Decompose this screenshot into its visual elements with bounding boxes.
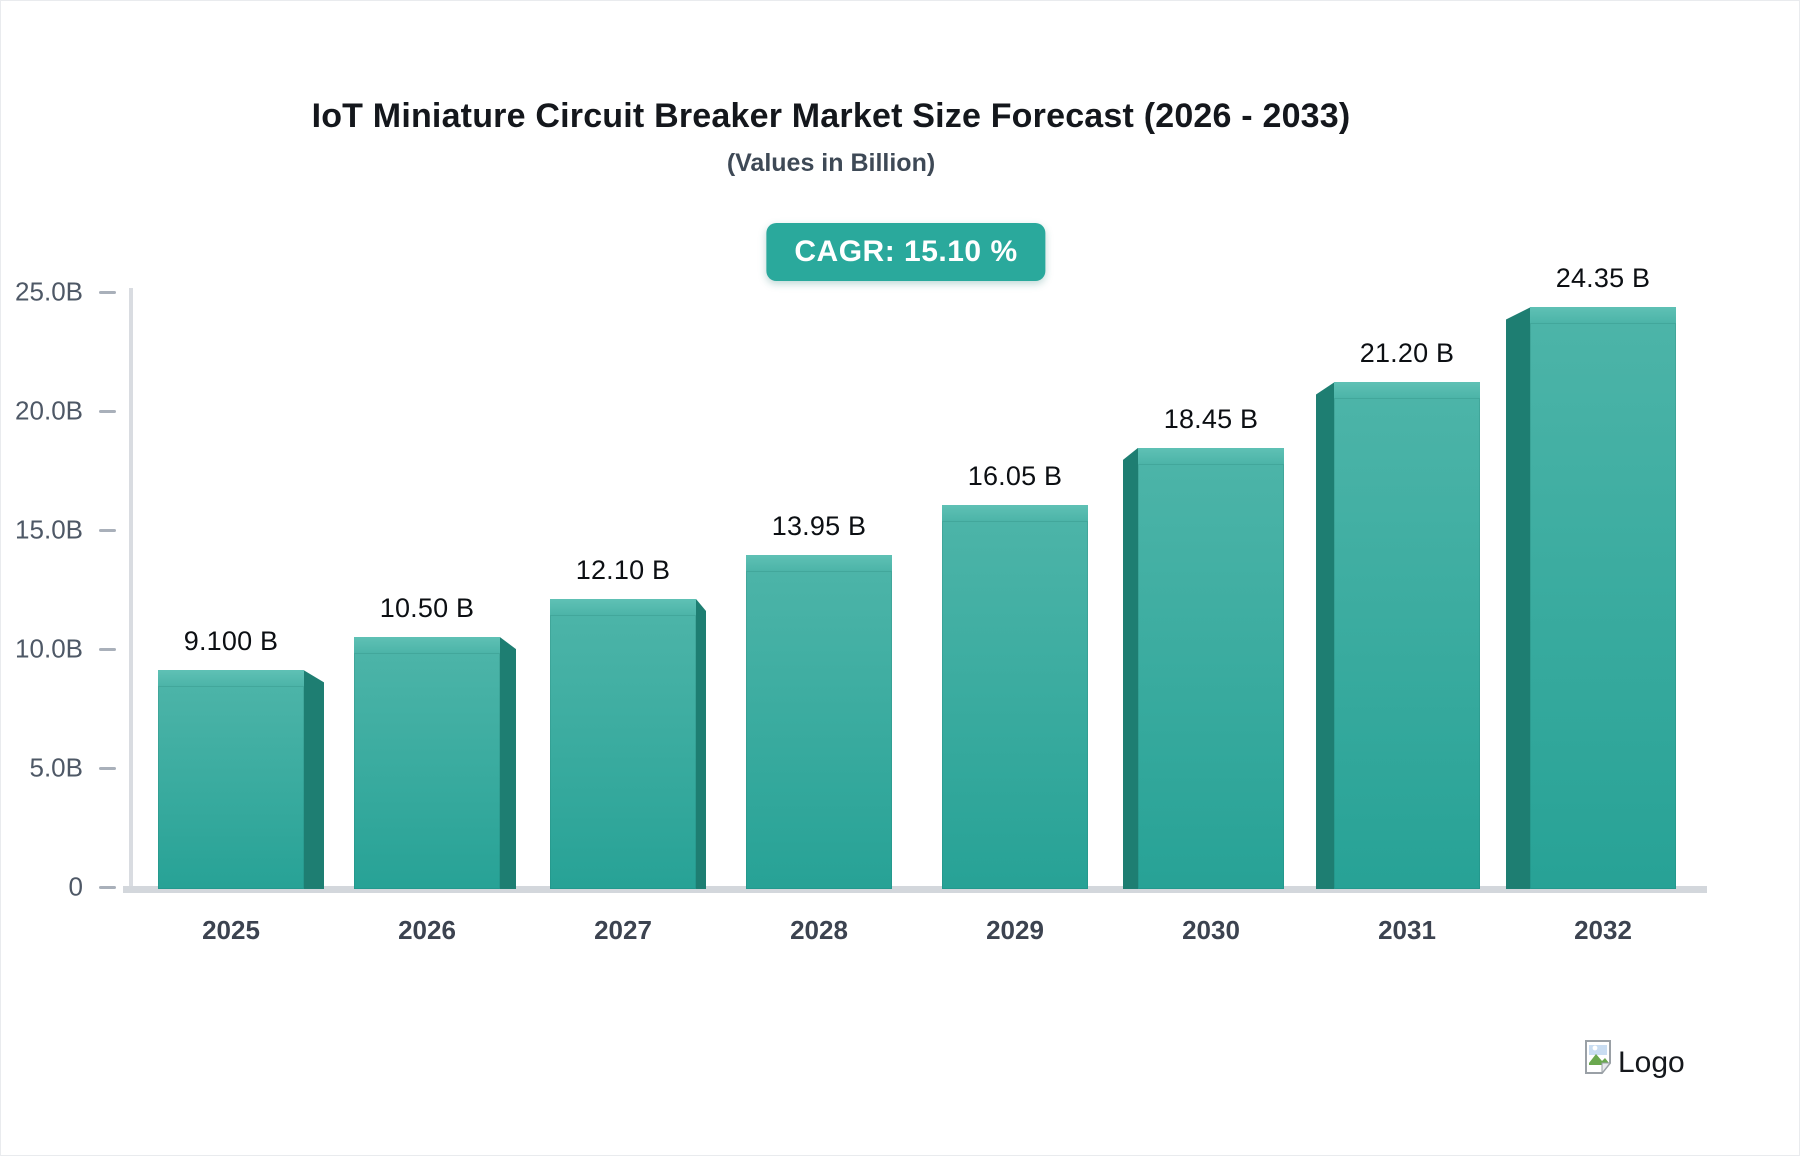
y-axis-tick [99,766,116,770]
logo: Logo [1584,1039,1685,1080]
bar-side-face-2025 [304,670,324,889]
bar-value-label: 9.100 B [183,626,279,657]
y-axis-line [129,288,133,893]
chart-subtitle: (Values in Billion) [726,149,936,177]
bar-2025 [158,686,304,889]
x-axis-label: 2032 [1574,915,1632,945]
broken-image-icon [1584,1039,1616,1080]
bar-2026 [354,653,500,889]
y-axis-label: 20.0B [15,395,83,426]
bar-value-label: 13.95 B [771,510,867,541]
y-axis-tick [99,647,116,651]
bar-top-face-2031 [1334,382,1480,399]
bar-side-face-2026 [500,637,516,889]
bar-value-label: 12.10 B [575,555,671,586]
bar-value-label: 16.05 B [967,461,1063,491]
bar-2031 [1334,398,1480,889]
bar-top-face-2032 [1530,307,1676,324]
bar-top-face-2030 [1138,447,1284,464]
bar-2027 [550,615,696,889]
bar-value-label: 21.20 B [1359,338,1455,369]
y-axis-tick [99,290,116,294]
x-axis-baseline [123,886,1707,893]
bar-top-face-2025 [158,670,304,687]
y-axis-label: 5.0B [29,752,84,783]
y-axis-label: 15.0B [15,514,83,545]
bar-value-label: 24.35 B [1555,263,1651,294]
bar-2032 [1530,323,1676,889]
bar-side-face-2027 [696,599,706,889]
x-axis-label: 2029 [986,915,1044,945]
y-axis-label: 0 [68,871,83,902]
x-axis-label: 2028 [790,915,848,945]
bar-value-label: 10.50 B [379,593,475,624]
y-axis-label: 25.0B [15,276,83,307]
y-axis-label: 10.0B [15,633,83,664]
bar-side-face-2031 [1316,382,1334,889]
y-axis-tick [99,885,116,889]
x-axis-label: 2030 [1182,915,1240,945]
x-axis-label: 2031 [1378,915,1436,945]
x-axis-label: 2025 [202,915,260,945]
bar-top-face-2027 [550,599,696,616]
y-axis-tick [99,409,116,413]
chart-title: IoT Miniature Circuit Breaker Market Siz… [311,97,1351,135]
y-axis-tick [99,528,116,532]
cagr-badge: CAGR: 15.10 % [766,223,1046,281]
logo-text: Logo [1618,1046,1685,1079]
bar-side-face-2030 [1123,447,1138,889]
bar-top-face-2026 [354,637,500,654]
bar-top-face-2029 [942,505,1088,521]
bar-2028 [746,570,892,889]
x-axis-label: 2026 [398,915,456,945]
bar-2029 [942,521,1088,889]
bar-side-face-2032 [1506,307,1530,889]
bar-value-label: 18.45 B [1163,403,1259,434]
bar-top-face-2028 [746,554,892,571]
bar-2030 [1138,463,1284,889]
x-axis-label: 2027 [594,915,652,945]
